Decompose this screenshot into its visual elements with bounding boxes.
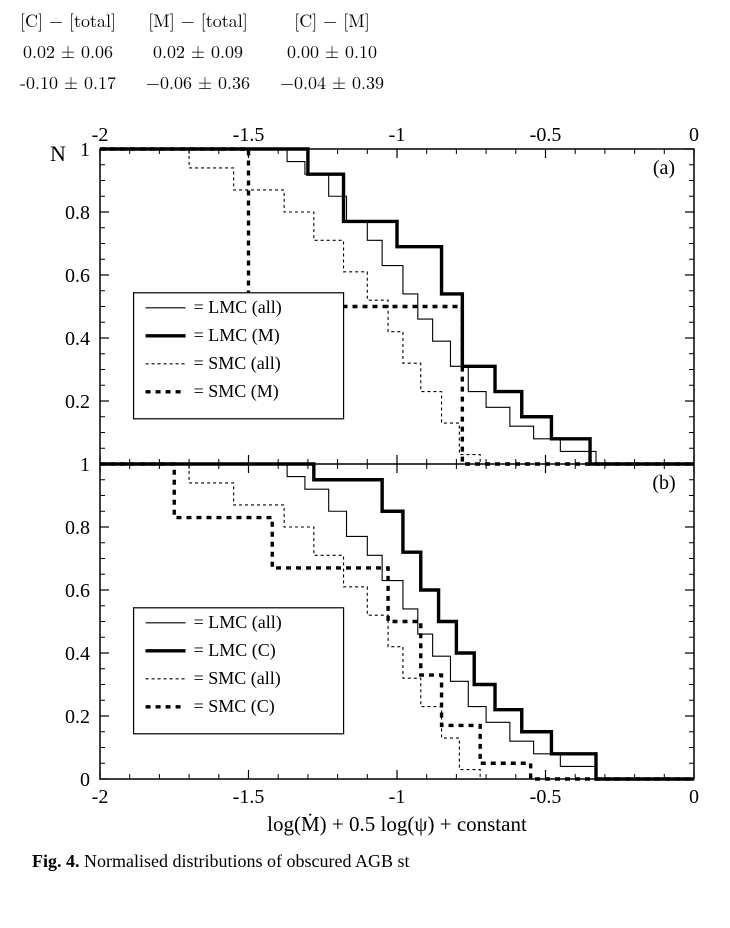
svg-text:= LMC (all): = LMC (all) <box>194 297 282 318</box>
svg-text:0.6: 0.6 <box>65 580 90 602</box>
svg-text:0.8: 0.8 <box>65 517 90 539</box>
svg-text:= LMC (C): = LMC (C) <box>194 640 276 661</box>
table-cell: -0.10 ± 0.17 <box>12 68 136 99</box>
svg-text:= SMC (all): = SMC (all) <box>194 353 281 374</box>
svg-text:0: 0 <box>689 124 699 146</box>
svg-text:0.8: 0.8 <box>65 202 90 224</box>
table-header: [M] − [total] <box>138 6 270 35</box>
table-header: [C] − [total] <box>12 6 136 35</box>
svg-text:= SMC (all): = SMC (all) <box>194 668 281 689</box>
svg-text:-0.5: -0.5 <box>530 786 562 808</box>
caption-text: Normalised distributions of obscured AGB… <box>84 851 409 871</box>
svg-text:0.4: 0.4 <box>65 643 90 665</box>
svg-text:0: 0 <box>689 786 699 808</box>
svg-text:0: 0 <box>80 769 90 791</box>
svg-text:(a): (a) <box>653 157 675 179</box>
svg-text:-1: -1 <box>389 786 406 808</box>
svg-text:0.2: 0.2 <box>65 706 90 728</box>
svg-text:log(Ṁ) + 0.5 log(ψ) + con: log(Ṁ) + 0.5 log(ψ) + constant <box>267 812 527 836</box>
data-table: [C] − [total] [M] − [total] [C] − [M] 0.… <box>10 4 406 109</box>
svg-text:1: 1 <box>80 139 90 161</box>
svg-text:(b): (b) <box>652 472 675 494</box>
table-cell: −0.06 ± 0.36 <box>138 68 270 99</box>
chart-container: -2 -2 -1.5 -1.5 -1 -1 -0.5 -0.5 0 0 0.2 0.4 0.6 0.8 1 0… <box>12 121 730 841</box>
svg-text:0.4: 0.4 <box>65 328 90 350</box>
svg-text:= LMC (all): = LMC (all) <box>194 612 282 633</box>
svg-text:-2: -2 <box>92 124 109 146</box>
figure-caption: Fig. 4. Normalised distributions of obsc… <box>32 851 730 872</box>
svg-text:= SMC (C): = SMC (C) <box>194 696 275 717</box>
svg-text:-0.5: -0.5 <box>530 124 562 146</box>
svg-text:-1.5: -1.5 <box>233 124 265 146</box>
table-cell: −0.04 ± 0.39 <box>272 68 404 99</box>
table-header: [C] − [M] <box>272 6 404 35</box>
table-cell: 0.02 ± 0.09 <box>138 37 270 66</box>
svg-text:-1.5: -1.5 <box>233 786 265 808</box>
cumulative-distribution-chart: -2 -2 -1.5 -1.5 -1 -1 -0.5 -0.5 0 0 0.2 0.4 0.6 0.8 1 0… <box>12 121 712 841</box>
svg-text:N: N <box>50 141 66 166</box>
svg-text:= LMC (M): = LMC (M) <box>194 325 280 346</box>
svg-text:-2: -2 <box>92 786 109 808</box>
caption-prefix: Fig. 4. <box>32 851 80 871</box>
table-cell: 0.02 ± 0.06 <box>12 37 136 66</box>
svg-text:= SMC (M): = SMC (M) <box>194 381 279 402</box>
svg-text:-1: -1 <box>389 124 406 146</box>
svg-text:1: 1 <box>80 454 90 476</box>
svg-text:0.2: 0.2 <box>65 391 90 413</box>
svg-text:0.6: 0.6 <box>65 265 90 287</box>
table-cell: 0.00 ± 0.10 <box>272 37 404 66</box>
